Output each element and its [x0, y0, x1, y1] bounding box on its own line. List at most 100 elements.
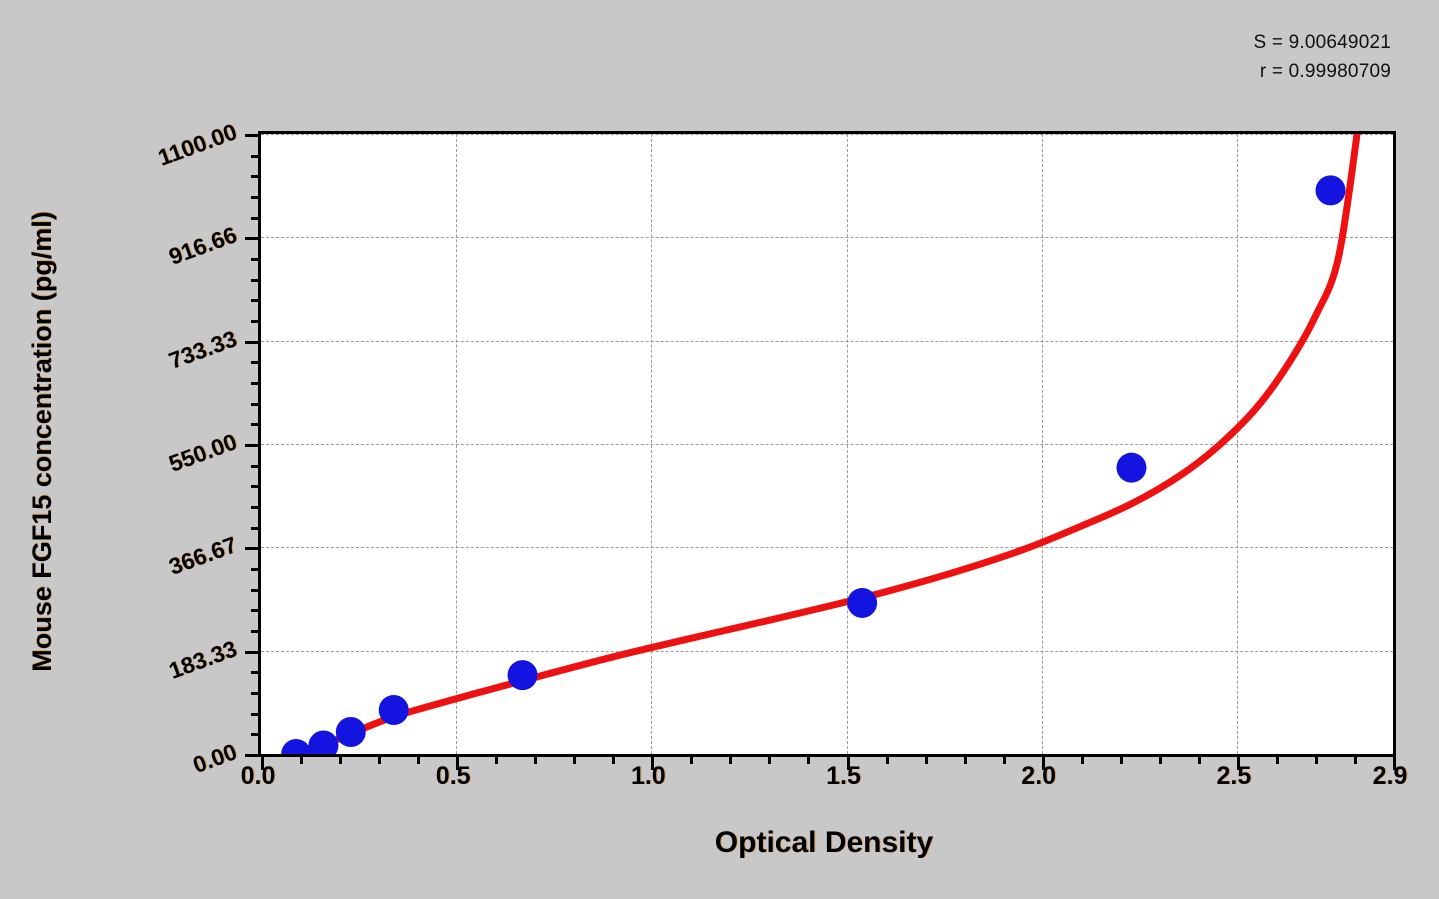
- y-axis-tick-minor: [251, 733, 261, 737]
- data-point-marker: [308, 730, 339, 754]
- y-axis-tick-minor: [251, 154, 261, 158]
- x-axis-tick-minor: [768, 754, 772, 764]
- x-axis-tick-minor: [807, 754, 811, 764]
- x-axis-tick-major: [1236, 754, 1240, 770]
- y-axis-tick-label: 1100.00: [154, 118, 241, 171]
- y-axis-tick-minor: [251, 692, 261, 695]
- y-axis-tick-minor: [251, 299, 261, 303]
- x-axis-tick-label: 2.9: [1372, 762, 1408, 790]
- x-axis-tick-minor: [1314, 754, 1318, 764]
- gridline-horizontal: [261, 650, 1393, 652]
- gridline-vertical: [1041, 134, 1043, 754]
- y-axis-tick-label: 0.00: [189, 738, 241, 779]
- y-axis-title-text: Mouse FGF15 concentration (pg/ml): [26, 210, 57, 672]
- y-axis-tick-major: [245, 650, 261, 654]
- y-axis-tick-minor: [251, 196, 261, 199]
- x-axis-tick-minor: [1158, 754, 1162, 764]
- x-axis-tick-major: [651, 754, 655, 770]
- gridline-vertical: [846, 134, 848, 754]
- fitted-curve: [287, 134, 1361, 754]
- fitted-curve-path: [287, 134, 1361, 754]
- y-axis-tick-label: 733.33: [165, 324, 241, 374]
- x-axis-tick-minor: [339, 754, 343, 764]
- x-axis-tick-minor: [690, 754, 694, 764]
- y-axis-tick-minor: [251, 609, 261, 613]
- y-axis-tick-minor: [251, 464, 261, 468]
- data-point-marker: [281, 739, 312, 754]
- data-points: [281, 175, 1346, 754]
- y-axis-tick-major: [245, 444, 261, 447]
- data-point-marker: [507, 660, 538, 691]
- y-axis-tick-minor: [251, 320, 261, 323]
- s-value-label: S = 9.00649021: [1253, 32, 1391, 53]
- gridline-vertical: [651, 134, 653, 754]
- x-axis-tick-label: 0.0: [240, 762, 276, 790]
- x-axis-tick-minor: [924, 754, 928, 764]
- y-axis-tick-minor: [251, 588, 261, 592]
- y-axis-tick-major: [245, 547, 261, 551]
- x-axis-title: Optical Density: [714, 826, 934, 859]
- data-point-marker: [847, 587, 878, 618]
- y-axis-tick-minor: [251, 526, 261, 530]
- data-point-marker: [378, 695, 409, 726]
- x-axis-tick-minor: [534, 754, 538, 764]
- x-axis-tick-major: [846, 754, 850, 770]
- x-axis-tick-minor: [417, 754, 421, 764]
- y-axis-tick-label: 183.33: [165, 634, 241, 684]
- y-axis-tick-minor: [251, 278, 261, 282]
- x-axis-tick-major: [261, 754, 264, 770]
- x-axis-tick-label: 2.0: [1021, 762, 1057, 790]
- x-axis-tick-label: 0.5: [435, 762, 471, 790]
- x-axis-tick-minor: [729, 754, 733, 764]
- x-axis-tick-minor: [300, 754, 304, 764]
- y-axis-title: Mouse FGF15 concentration (pg/ml): [20, 131, 64, 751]
- r-value-label: r = 0.99980709: [1259, 61, 1391, 83]
- y-axis-tick-minor: [251, 216, 261, 220]
- gridline-horizontal: [261, 547, 1393, 549]
- gridline-horizontal: [261, 134, 1393, 135]
- x-axis-tick-minor: [573, 754, 577, 764]
- x-axis-tick-label: 1.0: [630, 762, 666, 790]
- gridline-horizontal: [261, 340, 1393, 342]
- gridline-horizontal: [261, 444, 1393, 445]
- y-axis-tick-minor: [251, 630, 261, 633]
- x-axis-tick-minor: [885, 754, 889, 764]
- x-axis-tick-label: 1.5: [826, 762, 861, 790]
- y-axis-tick-minor: [251, 258, 261, 261]
- gridline-vertical: [1236, 134, 1238, 754]
- y-axis-tick-minor: [251, 382, 261, 385]
- x-axis-tick-minor: [963, 754, 967, 764]
- x-axis-tick-major: [1393, 754, 1396, 770]
- y-axis-tick-minor: [251, 423, 261, 427]
- y-axis-tick-major: [245, 134, 261, 137]
- y-axis-tick-major: [245, 754, 261, 757]
- x-axis-tick-minor: [378, 754, 382, 764]
- x-axis-tick-minor: [1119, 754, 1123, 764]
- x-axis-tick-minor: [1197, 754, 1201, 764]
- x-axis-tick-major: [456, 754, 460, 770]
- data-point-marker: [1315, 175, 1346, 206]
- x-axis-tick-minor: [1002, 754, 1006, 764]
- x-axis-tick-minor: [495, 754, 499, 764]
- gridline-horizontal: [261, 237, 1393, 239]
- y-axis-tick-label: 916.66: [165, 221, 241, 271]
- y-axis-tick-minor: [251, 175, 261, 179]
- y-axis-tick-minor: [251, 402, 261, 406]
- y-axis-tick-minor: [251, 567, 261, 571]
- plot-inner: [261, 134, 1393, 754]
- y-axis-tick-major: [245, 237, 261, 241]
- data-point-marker: [335, 717, 366, 748]
- y-axis-tick-minor: [251, 505, 261, 509]
- x-axis-tick-major: [1041, 754, 1045, 770]
- x-axis-tick-minor: [1353, 754, 1357, 764]
- plot-area: [245, 131, 1396, 770]
- data-layer: [281, 134, 1361, 754]
- data-point-marker: [1116, 452, 1147, 483]
- x-axis-tick-minor: [1275, 754, 1279, 764]
- y-axis-tick-minor: [251, 485, 261, 489]
- y-axis-tick-minor: [251, 361, 261, 365]
- y-axis-tick-label: 366.67: [165, 531, 241, 581]
- y-axis-tick-minor: [251, 671, 261, 675]
- x-axis-tick-minor: [1080, 754, 1084, 764]
